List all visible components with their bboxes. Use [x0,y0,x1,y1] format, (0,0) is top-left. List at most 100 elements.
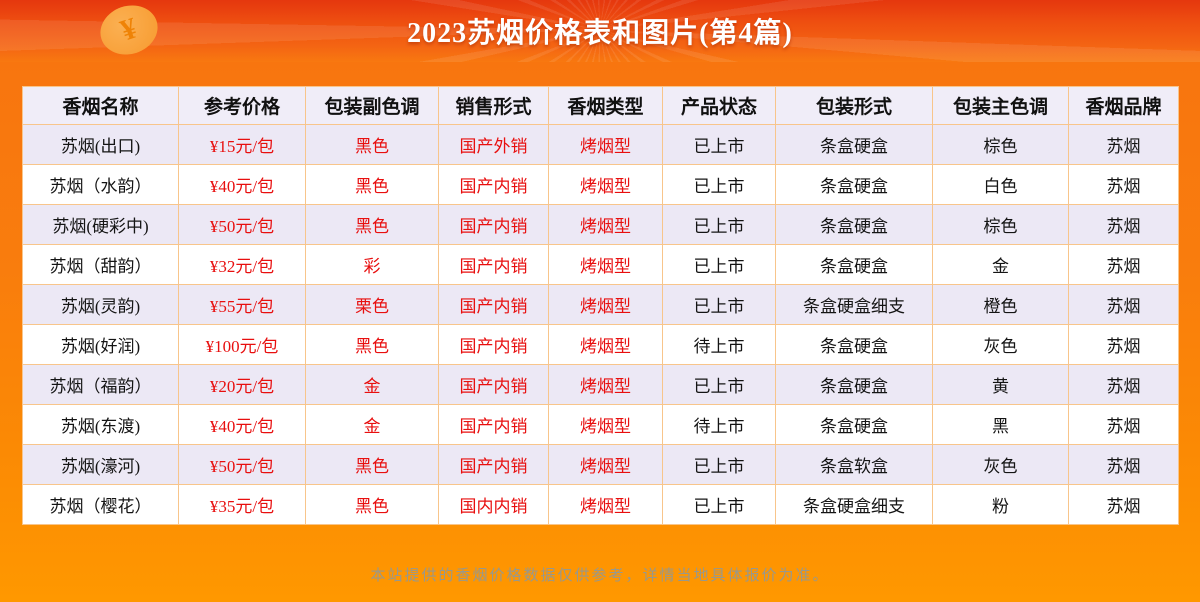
table-cell: 灰色 [932,444,1069,485]
table-cell: ¥40元/包 [178,404,306,445]
table-body: 苏烟(出口) ¥15元/包 黑色 国产外销 烤烟型 已上市 条盒硬盒 棕色 苏烟 苏烟（水韵） ¥4… [22,124,1179,525]
table-cell: 国产外销 [438,124,549,165]
table-cell: 已上市 [662,204,776,245]
table-row: 苏烟(灵韵) ¥55元/包 栗色 国产内销 烤烟型 已上市 条盒硬盒细支 橙色 苏烟 [22,284,1179,325]
table-cell: 待上市 [662,324,776,365]
table-row: 苏烟(出口) ¥15元/包 黑色 国产外销 烤烟型 已上市 条盒硬盒 棕色 苏烟 [22,124,1179,165]
table-cell: 条盒硬盒 [775,404,933,445]
table-cell: ¥35元/包 [178,484,306,525]
table-cell: 苏烟 [1068,484,1179,525]
table-cell: 苏烟 [1068,244,1179,285]
table-cell: 烤烟型 [548,404,663,445]
sunburst-rays [0,0,1200,62]
table-cell: 国产内销 [438,164,549,205]
table-cell: ¥15元/包 [178,124,306,165]
table-cell: 黄 [932,364,1069,405]
table-cell: 棕色 [932,124,1069,165]
table-cell: 黑色 [305,444,439,485]
table-header-row: 香烟名称 参考价格 包装副色调 销售形式 香烟类型 产品状态 包装形式 包装主色调 香烟品牌 [22,86,1179,125]
page-title: 2023苏烟价格表和图片(第4篇) [407,18,793,49]
table-cell: 金 [305,404,439,445]
table-cell: 粉 [932,484,1069,525]
table-cell: 国产内销 [438,204,549,245]
table-cell: 烤烟型 [548,364,663,405]
table-cell: 苏烟(好润) [22,324,179,365]
table-cell: 苏烟 [1068,124,1179,165]
column-header: 参考价格 [178,86,306,125]
table-cell: 烤烟型 [548,484,663,525]
table-cell: 棕色 [932,204,1069,245]
table-cell: 苏烟（福韵） [22,364,179,405]
table-cell: 烤烟型 [548,444,663,485]
table-cell: 黑色 [305,124,439,165]
column-header: 香烟名称 [22,86,179,125]
table-row: 苏烟(濠河) ¥50元/包 黑色 国产内销 烤烟型 已上市 条盒软盒 灰色 苏烟 [22,444,1179,485]
table-cell: 烤烟型 [548,324,663,365]
table-cell: 苏烟（水韵） [22,164,179,205]
table-cell: 苏烟(硬彩中) [22,204,179,245]
table-cell: 条盒硬盒细支 [775,484,933,525]
table-row: 苏烟（樱花） ¥35元/包 黑色 国内内销 烤烟型 已上市 条盒硬盒细支粉苏烟 [22,484,1179,525]
table-cell: ¥55元/包 [178,284,306,325]
table-cell: 已上市 [662,284,776,325]
table-cell: 烤烟型 [548,164,663,205]
table-cell: 苏烟 [1068,324,1179,365]
table-cell: 烤烟型 [548,124,663,165]
table-row: 苏烟（福韵） ¥20元/包金国产内销 烤烟型 已上市 条盒硬盒黄苏烟 [22,364,1179,405]
table-cell: 已上市 [662,124,776,165]
table-cell: 已上市 [662,164,776,205]
table-cell: 国产内销 [438,244,549,285]
column-header: 销售形式 [438,86,549,125]
table-cell: 国产内销 [438,284,549,325]
table-cell: 条盒硬盒细支 [775,284,933,325]
table-row: 苏烟（甜韵） ¥32元/包彩国产内销 烤烟型 已上市 条盒硬盒金苏烟 [22,244,1179,285]
table-cell: 已上市 [662,484,776,525]
table-cell: ¥32元/包 [178,244,306,285]
table-cell: 条盒硬盒 [775,364,933,405]
table-cell: ¥20元/包 [178,364,306,405]
table-cell: 苏烟（樱花） [22,484,179,525]
table-cell: ¥50元/包 [178,444,306,485]
table-cell: 黑 [932,404,1069,445]
top-banner [0,0,1200,62]
column-header: 包装副色调 [305,86,439,125]
table-cell: ¥100元/包 [178,324,306,365]
table-cell: 苏烟(出口) [22,124,179,165]
table-cell: 条盒软盒 [775,444,933,485]
table-cell: 橙色 [932,284,1069,325]
column-header: 香烟类型 [548,86,663,125]
table-cell: 条盒硬盒 [775,164,933,205]
table-cell: 烤烟型 [548,244,663,285]
table-cell: 彩 [305,244,439,285]
table-cell: 苏烟（甜韵） [22,244,179,285]
table-row: 苏烟（水韵） ¥40元/包 黑色 国产内销 烤烟型 已上市 条盒硬盒 白色 苏烟 [22,164,1179,205]
table-cell: 黑色 [305,324,439,365]
price-table: 香烟名称 参考价格 包装副色调 销售形式 香烟类型 产品状态 包装形式 包装主色调 香烟品牌 苏… [22,86,1179,525]
table-cell: 烤烟型 [548,284,663,325]
column-header: 包装主色调 [932,86,1069,125]
table-cell: 已上市 [662,364,776,405]
price-table-container: 香烟名称 参考价格 包装副色调 销售形式 香烟类型 产品状态 包装形式 包装主色调 香烟品牌 苏… [22,86,1179,525]
footer-note: 本站提供的香烟价格数据仅供参考，详情当地具体报价为准。 [370,568,830,584]
table-cell: 苏烟(灵韵) [22,284,179,325]
table-cell: 国产内销 [438,324,549,365]
table-cell: 条盒硬盒 [775,324,933,365]
column-header: 产品状态 [662,86,776,125]
table-cell: 已上市 [662,444,776,485]
table-cell: 国内内销 [438,484,549,525]
table-cell: 黑色 [305,164,439,205]
table-cell: 苏烟 [1068,204,1179,245]
table-cell: 条盒硬盒 [775,124,933,165]
table-header: 香烟名称 参考价格 包装副色调 销售形式 香烟类型 产品状态 包装形式 包装主色调 香烟品牌 [22,86,1179,125]
table-cell: 条盒硬盒 [775,204,933,245]
table-cell: 待上市 [662,404,776,445]
table-cell: ¥50元/包 [178,204,306,245]
table-cell: 烤烟型 [548,204,663,245]
table-cell: 金 [305,364,439,405]
table-cell: 条盒硬盒 [775,244,933,285]
table-cell: 苏烟 [1068,364,1179,405]
table-cell: 栗色 [305,284,439,325]
table-cell: 苏烟 [1068,444,1179,485]
table-row: 苏烟(好润) ¥100元/包 黑色 国产内销 烤烟型 待上市 条盒硬盒 灰色 苏烟 [22,324,1179,365]
table-cell: 国产内销 [438,404,549,445]
